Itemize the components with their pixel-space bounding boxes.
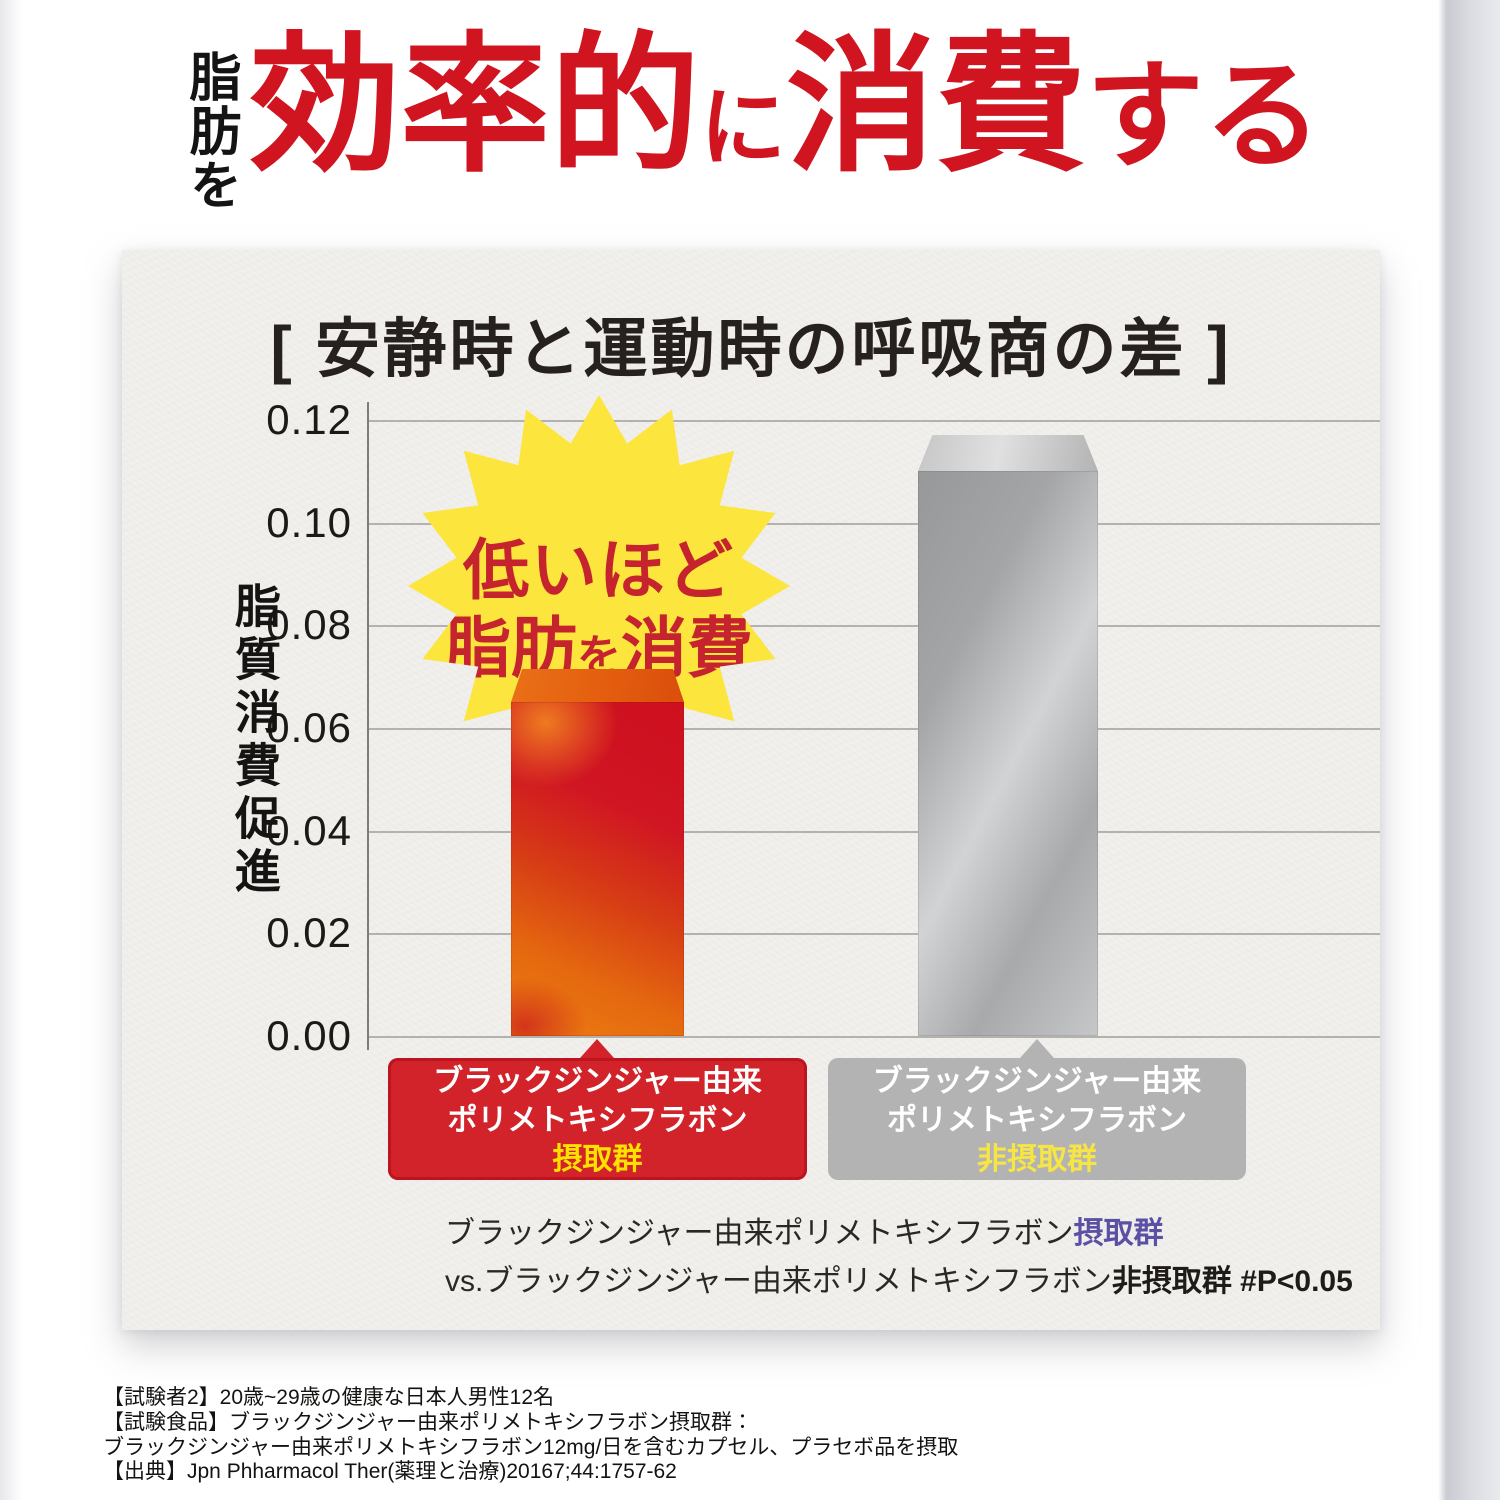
gridline (368, 831, 1380, 833)
category-label-line: ポリメトキシフラボン (887, 1104, 1187, 1137)
caption-intake-highlight: 摂取群 (1073, 1217, 1164, 1250)
bar-nointake-group (918, 435, 1098, 1036)
footnote-subjects: 【試験者2】20歳~29歳の健康な日本人男性12名 (103, 1386, 555, 1409)
footnote-testfood: 【試験食品】ブラックジンジャー由来ポリメトキシフラボン摂取群： (103, 1410, 753, 1434)
footnote-source: 【出典】Jpn Phharmacol Ther(薬理と治療)20167;44:1… (103, 1460, 677, 1484)
category-label-line: ブラックジンジャー由来 (872, 1065, 1202, 1098)
gridline (368, 1036, 1380, 1038)
y-axis-title: 脂質消費促進 (229, 582, 281, 900)
y-axis-line (367, 402, 369, 1050)
category-label-group: 非摂取群 (977, 1143, 1097, 1176)
y-tick-label: 0.08 (266, 601, 352, 648)
comparison-caption: ブラックジンジャー由来ポリメトキシフラボン摂取群 vs.ブラックジンジャー由来ポ… (445, 1210, 1353, 1306)
category-label-line: ブラックジンジャー由来 (433, 1065, 762, 1098)
title-segment: 消費 (786, 24, 1087, 190)
caption-text: ブラックジンジャー由来ポリメトキシフラボン (445, 1217, 1074, 1250)
y-tick-label: 0.10 (266, 499, 352, 546)
caption-line1: ブラックジンジャー由来ポリメトキシフラボン摂取群 (445, 1210, 1353, 1258)
gridline (368, 420, 1380, 422)
footnotes: 【試験者2】20歳~29歳の健康な日本人男性12名 【試験食品】ブラックジンジャ… (103, 1386, 958, 1485)
title-segment: 効率的 (250, 24, 701, 190)
gridline (368, 728, 1380, 730)
y-tick-label: 0.12 (266, 396, 352, 443)
starburst-callout: 低いほど 脂肪を消費 (408, 395, 790, 777)
chart-panel: [ 安静時と運動時の呼吸商の差 ] 0.12 0.10 0.08 0.06 0.… (122, 250, 1380, 1330)
caption-p-value: #P<0.05 (1231, 1265, 1353, 1298)
caption-line2: vs.ブラックジンジャー由来ポリメトキシフラボン非摂取群 #P<0.05 (445, 1258, 1353, 1306)
title-segment: に (700, 80, 787, 176)
page-title: 効率的 に 消費 する (250, 0, 1322, 230)
bar-nointake-top-face (918, 435, 1098, 471)
callout-text-line1: 低いほど (463, 533, 735, 607)
gridline (368, 933, 1380, 935)
bar-intake-group (511, 669, 684, 1036)
footnote-testfood2: ブラックジンジャー由来ポリメトキシフラボン12mg/日を含むカプセル、プラセボ品… (103, 1435, 959, 1459)
y-tick-label: 0.04 (266, 807, 352, 854)
caption-text: vs.ブラックジンジャー由来ポリメトキシフラボン (445, 1265, 1112, 1298)
header-side-label: 脂肪を (181, 50, 238, 212)
caption-nointake-highlight: 非摂取群 (1111, 1265, 1232, 1298)
page-right-shade (1438, 0, 1500, 1500)
category-label-intake: ブラックジンジャー由来 ポリメトキシフラボン 摂取群 (388, 1039, 807, 1180)
chart-title: [ 安静時と運動時の呼吸商の差 ] (270, 313, 1232, 385)
page-left-shade (0, 0, 22, 1500)
category-label-line: ポリメトキシフラボン (447, 1104, 748, 1137)
bar-nointake (918, 471, 1098, 1036)
category-label-group: 摂取群 (552, 1143, 643, 1176)
pointer-up-icon (580, 1039, 614, 1058)
category-label-nointake: ブラックジンジャー由来 ポリメトキシフラボン 非摂取群 (828, 1039, 1246, 1180)
gridline (368, 523, 1380, 525)
y-tick-label: 0.02 (266, 909, 352, 956)
title-segment: する (1086, 52, 1323, 183)
bar-intake-top-face (511, 669, 684, 702)
header: 脂肪を 効率的 に 消費 する (0, 0, 1500, 250)
y-tick-label: 0.00 (266, 1012, 352, 1059)
pointer-up-icon (1020, 1039, 1054, 1058)
y-tick-label: 0.06 (266, 704, 352, 751)
gridline (368, 625, 1380, 627)
bar-intake (511, 702, 684, 1036)
